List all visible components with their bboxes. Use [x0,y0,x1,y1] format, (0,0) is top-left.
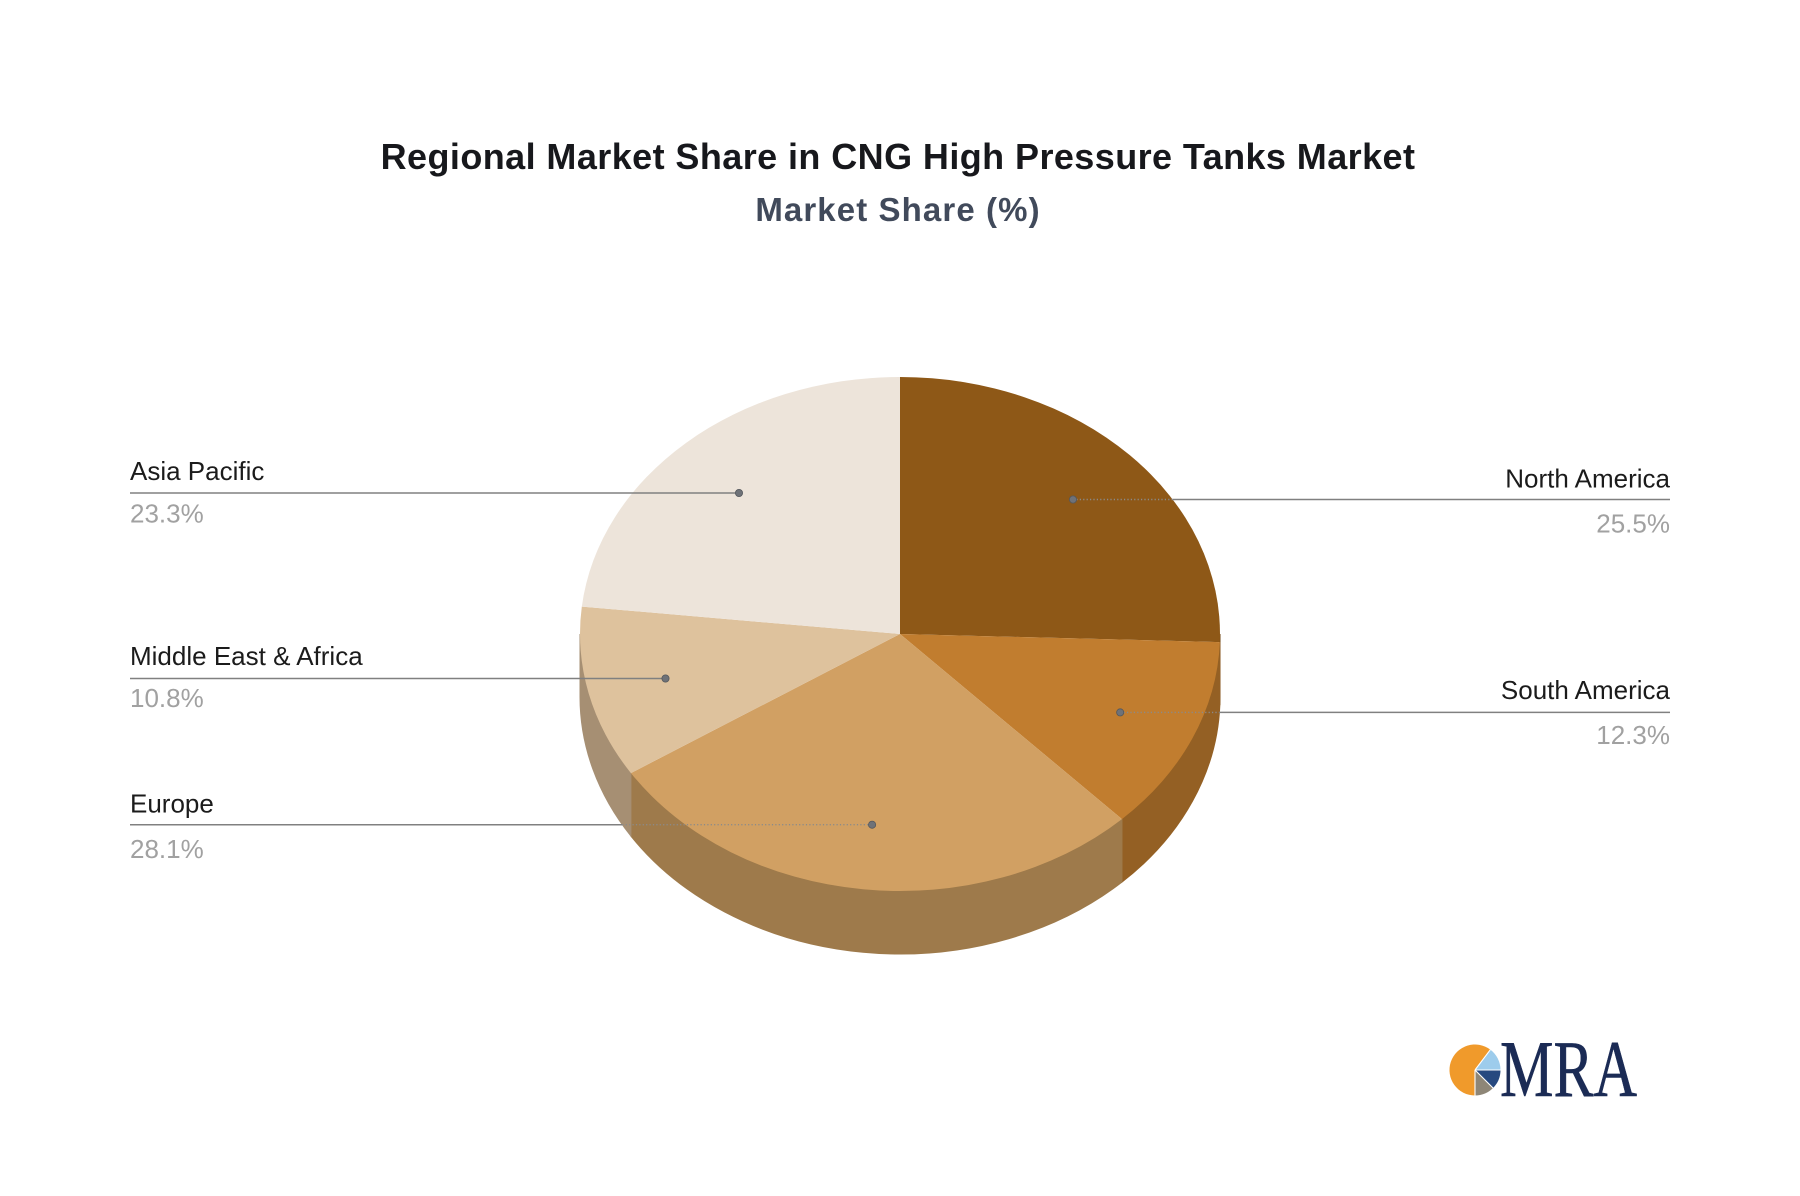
svg-text:Market Share (%): Market Share (%) [755,191,1040,228]
svg-text:North America: North America [1505,463,1670,493]
svg-text:Middle East & Africa: Middle East & Africa [130,641,363,671]
svg-text:28.1%: 28.1% [130,834,204,864]
svg-text:Asia Pacific: Asia Pacific [130,456,264,486]
svg-text:23.3%: 23.3% [130,498,204,528]
svg-text:12.3%: 12.3% [1596,720,1670,750]
svg-text:Regional Market Share in CNG H: Regional Market Share in CNG High Pressu… [381,136,1416,177]
svg-text:10.8%: 10.8% [130,683,204,713]
svg-text:MRA: MRA [1500,1024,1637,1114]
svg-text:South America: South America [1501,675,1671,705]
svg-text:25.5%: 25.5% [1596,508,1670,538]
svg-text:Europe: Europe [130,788,214,818]
